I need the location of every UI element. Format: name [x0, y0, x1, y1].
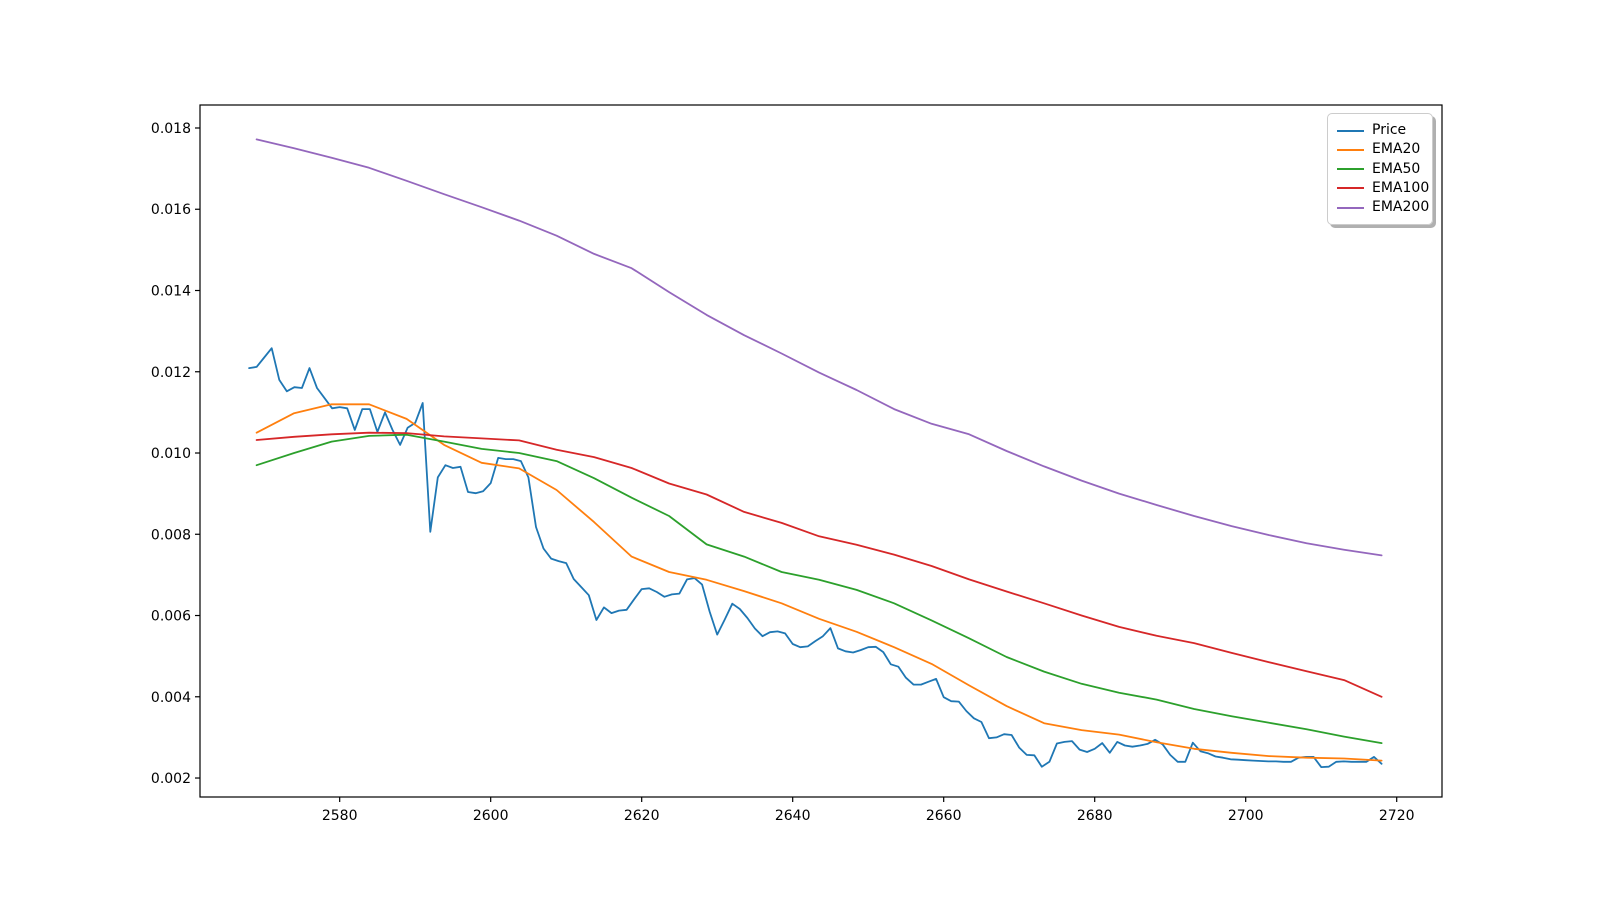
x-tick-label: 2640	[775, 808, 811, 824]
legend: Price EMA20 EMA50 EMA100 EMA200	[1327, 113, 1433, 225]
x-tick-label: 2600	[473, 808, 509, 824]
x-tick-label: 2680	[1077, 808, 1113, 824]
legend-line-sample	[1337, 168, 1364, 170]
legend-label: EMA20	[1372, 141, 1421, 158]
y-tick-label: 0.002	[151, 771, 191, 787]
legend-item-ema20: EMA20	[1337, 140, 1423, 159]
legend-label: EMA200	[1372, 199, 1430, 215]
y-tick-label: 0.014	[151, 284, 191, 300]
series-line-price	[248, 347, 1383, 768]
y-tick-label: 0.012	[151, 365, 191, 381]
x-tick-label: 2580	[322, 808, 358, 824]
series-line-ema200	[255, 138, 1383, 557]
legend-item-ema50: EMA50	[1337, 160, 1423, 179]
x-tick-label: 2660	[926, 808, 962, 824]
y-tick-label: 0.018	[151, 121, 191, 137]
x-tick-label: 2700	[1228, 808, 1264, 824]
x-tick-label: 2620	[624, 808, 660, 824]
legend-line-sample	[1337, 206, 1364, 209]
series-line-ema100	[255, 431, 1383, 698]
y-tick-label: 0.010	[151, 446, 191, 462]
y-tick-label: 0.016	[151, 202, 191, 218]
series-line-ema50	[255, 433, 1383, 744]
x-tick-label: 2720	[1379, 808, 1415, 824]
legend-label: EMA100	[1372, 179, 1430, 196]
legend-line-sample	[1337, 148, 1364, 151]
y-tick-label: 0.006	[151, 609, 191, 625]
legend-label: Price	[1372, 122, 1407, 138]
legend-label: EMA50	[1372, 160, 1421, 177]
legend-item-price: Price	[1337, 121, 1423, 140]
legend-item-ema200: EMA200	[1337, 198, 1429, 217]
legend-line-sample	[1337, 129, 1364, 132]
legend-line-sample	[1337, 187, 1364, 190]
series-line-ema20	[255, 403, 1383, 762]
legend-item-ema100: EMA100	[1337, 179, 1429, 198]
y-tick-label: 0.008	[151, 527, 191, 543]
axes-border	[199, 104, 1443, 798]
y-tick-label: 0.004	[151, 690, 191, 706]
